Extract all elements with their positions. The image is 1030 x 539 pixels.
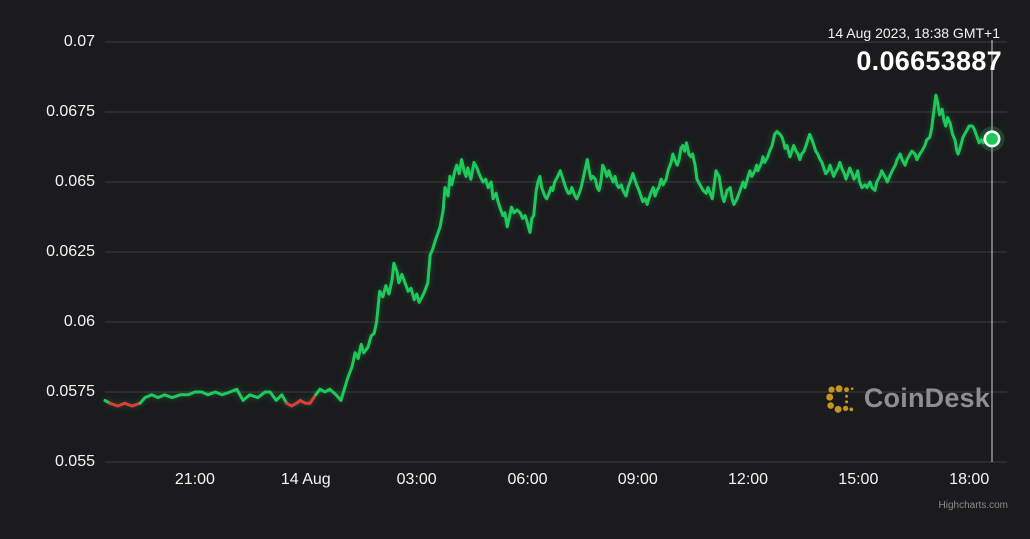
coindesk-logo-icon (826, 384, 854, 413)
price-line-segment (108, 401, 142, 408)
x-axis-label: 21:00 (174, 471, 215, 488)
y-axis-label: 0.065 (54, 173, 95, 190)
y-axis-label: 0.06 (63, 313, 95, 330)
x-axis-label: 15:00 (838, 471, 879, 488)
price-line-segment (285, 393, 318, 408)
y-axis-label: 0.07 (63, 33, 95, 50)
coindesk-logo-text: CoinDesk (863, 383, 990, 413)
x-axis-label: 06:00 (507, 471, 548, 488)
y-axis-label: 0.0625 (46, 243, 95, 260)
price-line-segment (314, 93, 994, 402)
x-axis-label: 18:00 (949, 471, 990, 488)
y-axis-label: 0.0575 (46, 383, 95, 400)
tooltip-price-value: 0.06653887 (856, 46, 1002, 76)
coindesk-logo: CoinDesk (825, 383, 990, 414)
y-axis-label: 0.055 (54, 453, 95, 470)
x-axis-label: 12:00 (728, 471, 769, 488)
tooltip-timestamp: 14 Aug 2023, 18:38 GMT+1 (827, 25, 1000, 41)
x-axis-label: 14 Aug (280, 471, 331, 488)
last-point-marker[interactable] (983, 130, 1001, 148)
x-axis-label: 03:00 (396, 471, 437, 488)
y-axis-label: 0.0675 (46, 103, 95, 120)
highcharts-credit-link[interactable]: Highcharts.com (938, 500, 1008, 511)
x-axis-label: 09:00 (617, 471, 658, 488)
price-line-segment (138, 387, 289, 405)
